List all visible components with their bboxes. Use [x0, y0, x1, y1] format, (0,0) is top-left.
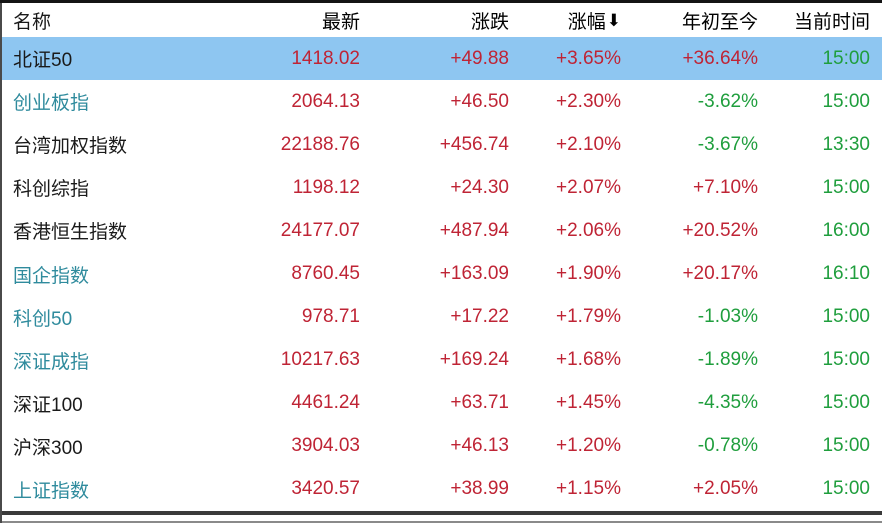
change-percent: +2.30%: [556, 90, 621, 112]
change-value: +46.13: [450, 435, 509, 457]
change-value: +163.09: [439, 263, 509, 285]
change-value: +46.50: [450, 90, 509, 112]
table-row[interactable]: 科创50 978.71 +17.22 +1.79% -1.03% 15:00: [0, 296, 882, 339]
column-header-change-percent[interactable]: 涨幅 ⬇: [509, 7, 621, 34]
column-header-name[interactable]: 名称: [13, 11, 52, 33]
index-name: 科创综指: [13, 179, 90, 201]
index-name: 国企指数: [13, 265, 90, 287]
quote-time: 15:00: [822, 176, 870, 198]
last-price: 3904.03: [291, 435, 360, 457]
column-header-last[interactable]: 最新: [321, 11, 360, 33]
index-name: 深证成指: [13, 351, 90, 373]
index-name: 台湾加权指数: [13, 136, 128, 158]
quote-time: 16:10: [822, 263, 870, 285]
column-header-time[interactable]: 当前时间: [793, 11, 870, 33]
quote-time: 13:30: [822, 133, 870, 155]
column-header-ytd[interactable]: 年初至今: [681, 11, 758, 33]
top-border: [0, 0, 882, 3]
last-price: 24177.07: [280, 219, 360, 241]
table-row[interactable]: 台湾加权指数 22188.76 +456.74 +2.10% -3.67% 13…: [0, 123, 882, 166]
window-bottom-edge: [0, 521, 882, 523]
ytd-percent: -0.78%: [697, 435, 758, 457]
index-name: 香港恒生指数: [13, 222, 128, 244]
change-value: +17.22: [450, 306, 509, 328]
ytd-percent: +36.64%: [682, 47, 758, 69]
quote-time: 15:00: [822, 349, 870, 371]
last-price: 10217.63: [280, 349, 360, 371]
change-percent: +1.20%: [556, 435, 621, 457]
last-price: 4461.24: [291, 392, 360, 414]
change-percent: +2.10%: [556, 133, 621, 155]
quote-time: 15:00: [822, 90, 870, 112]
last-price: 22188.76: [280, 133, 360, 155]
table-row[interactable]: 香港恒生指数 24177.07 +487.94 +2.06% +20.52% 1…: [0, 209, 882, 252]
table-row[interactable]: 创业板指 2064.13 +46.50 +2.30% -3.62% 15:00: [0, 80, 882, 123]
change-value: +38.99: [450, 478, 509, 500]
column-header-change[interactable]: 涨跌: [470, 11, 509, 33]
index-list: 北证50 1418.02 +49.88 +3.65% +36.64% 15:00…: [0, 37, 882, 511]
bottom-separator: [0, 511, 882, 516]
ytd-percent: -3.67%: [697, 133, 758, 155]
ytd-percent: -1.89%: [697, 349, 758, 371]
quote-time: 15:00: [822, 435, 870, 457]
last-price: 3420.57: [291, 478, 360, 500]
change-percent: +1.45%: [556, 392, 621, 414]
table-row[interactable]: 上证指数 3420.57 +38.99 +1.15% +2.05% 15:00: [0, 468, 882, 511]
last-price: 2064.13: [291, 90, 360, 112]
index-name: 科创50: [13, 308, 73, 330]
index-name: 上证指数: [13, 480, 90, 502]
ytd-percent: +2.05%: [693, 478, 758, 500]
change-percent: +2.06%: [556, 219, 621, 241]
last-price: 1198.12: [292, 176, 360, 198]
change-value: +24.30: [450, 176, 509, 198]
change-percent: +1.15%: [556, 478, 621, 500]
quote-time: 15:00: [822, 306, 870, 328]
index-name: 北证50: [13, 50, 73, 72]
last-price: 1418.02: [291, 47, 360, 69]
change-value: +169.24: [439, 349, 509, 371]
change-percent: +3.65%: [556, 47, 621, 69]
table-row[interactable]: 深证成指 10217.63 +169.24 +1.68% -1.89% 15:0…: [0, 339, 882, 382]
change-percent: +1.79%: [556, 306, 621, 328]
sort-descending-icon: ⬇: [606, 10, 621, 30]
left-border: [0, 3, 2, 523]
quote-time: 15:00: [822, 47, 870, 69]
quote-time: 15:00: [822, 392, 870, 414]
change-percent: +1.90%: [556, 263, 621, 285]
ytd-percent: -1.03%: [697, 306, 758, 328]
table-header: 名称 最新 涨跌 涨幅 ⬇ 年初至今 当前时间: [0, 3, 882, 37]
column-header-change-percent-label: 涨幅: [567, 11, 606, 33]
ytd-percent: +7.10%: [693, 176, 758, 198]
table-row[interactable]: 北证50 1418.02 +49.88 +3.65% +36.64% 15:00: [0, 37, 882, 81]
quote-time: 15:00: [822, 478, 870, 500]
index-name: 创业板指: [13, 93, 90, 115]
index-name: 深证100: [13, 394, 83, 416]
table-row[interactable]: 科创综指 1198.12 +24.30 +2.07% +7.10% 15:00: [0, 166, 882, 209]
change-percent: +1.68%: [556, 349, 621, 371]
last-price: 978.71: [301, 306, 360, 328]
ytd-percent: -4.35%: [697, 392, 758, 414]
ytd-percent: +20.52%: [682, 219, 758, 241]
ytd-percent: +20.17%: [682, 263, 758, 285]
change-value: +49.88: [450, 47, 509, 69]
change-value: +487.94: [439, 219, 509, 241]
quote-time: 16:00: [822, 219, 870, 241]
change-percent: +2.07%: [556, 176, 621, 198]
ytd-percent: -3.62%: [697, 90, 758, 112]
table-row[interactable]: 沪深300 3904.03 +46.13 +1.20% -0.78% 15:00: [0, 425, 882, 468]
change-value: +456.74: [439, 133, 509, 155]
last-price: 8760.45: [291, 263, 360, 285]
table-row[interactable]: 深证100 4461.24 +63.71 +1.45% -4.35% 15:00: [0, 382, 882, 425]
table-row[interactable]: 国企指数 8760.45 +163.09 +1.90% +20.17% 16:1…: [0, 252, 882, 295]
change-value: +63.71: [450, 392, 509, 414]
index-name: 沪深300: [13, 437, 83, 459]
